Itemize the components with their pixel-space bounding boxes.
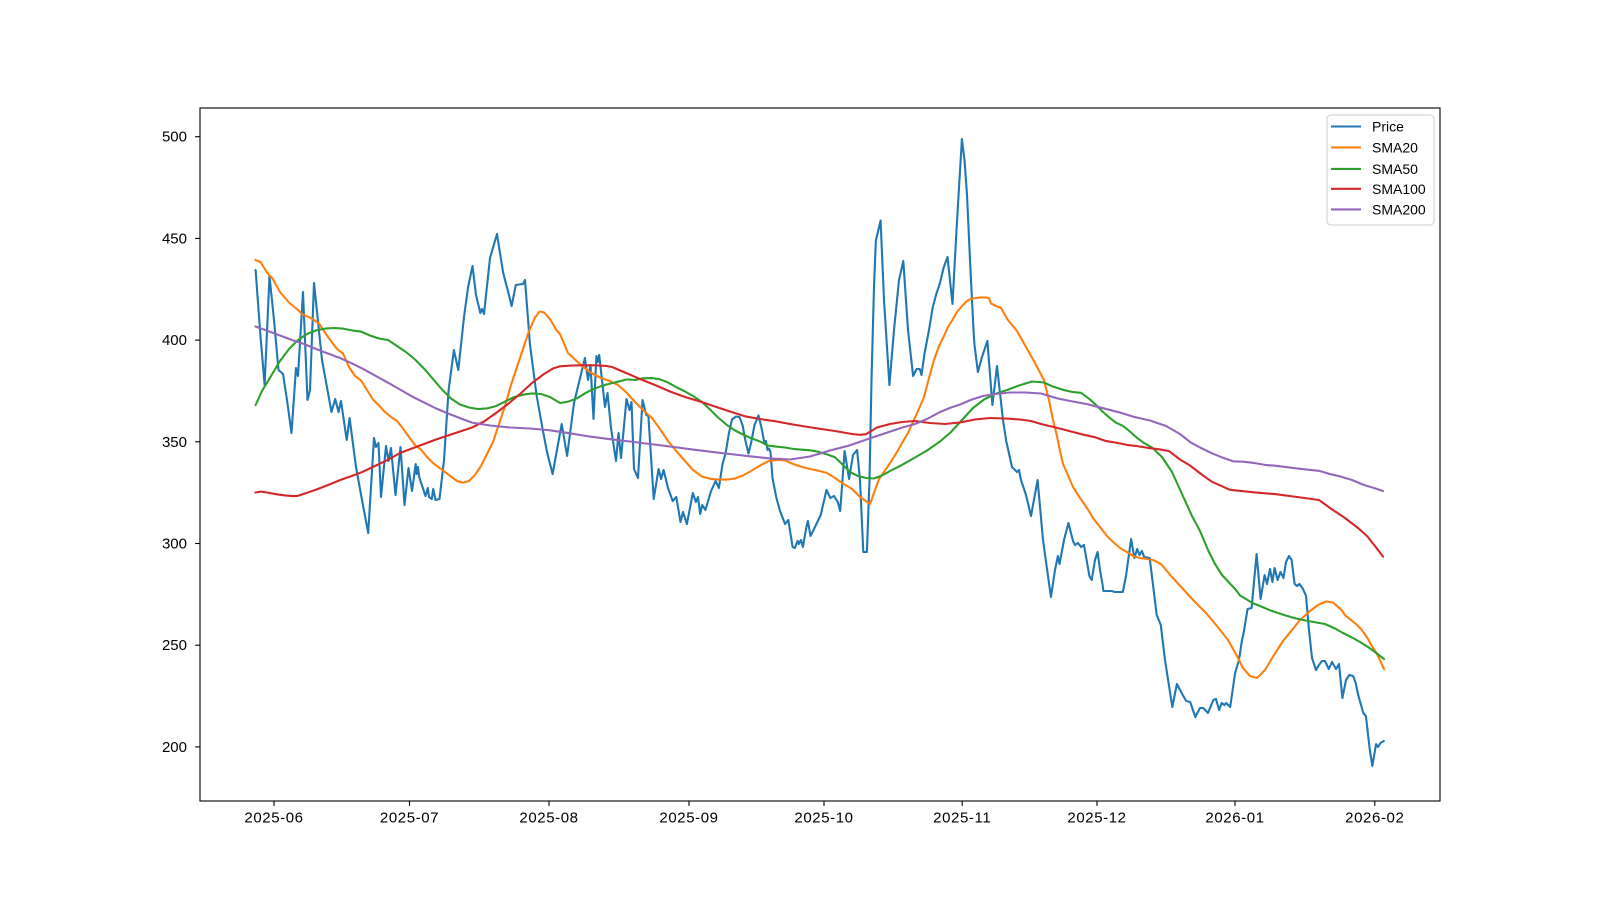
svg-text:SMA100: SMA100 (1372, 181, 1426, 197)
svg-text:2025-10: 2025-10 (794, 810, 853, 827)
svg-text:2026-02: 2026-02 (1345, 810, 1404, 827)
svg-text:SMA20: SMA20 (1372, 139, 1418, 155)
svg-text:200: 200 (162, 739, 187, 756)
svg-text:450: 450 (162, 230, 187, 247)
svg-text:SMA50: SMA50 (1372, 161, 1418, 177)
svg-text:2025-07: 2025-07 (380, 810, 439, 827)
svg-text:2026-01: 2026-01 (1205, 810, 1264, 827)
svg-text:2025-08: 2025-08 (519, 810, 578, 827)
svg-text:250: 250 (162, 637, 187, 654)
svg-text:2025-09: 2025-09 (659, 810, 718, 827)
svg-text:350: 350 (162, 434, 187, 451)
svg-text:2025-11: 2025-11 (933, 810, 991, 827)
svg-text:2025-12: 2025-12 (1067, 810, 1126, 827)
svg-text:300: 300 (162, 536, 187, 553)
svg-text:400: 400 (162, 332, 187, 349)
svg-text:2025-06: 2025-06 (244, 810, 303, 827)
svg-text:Price: Price (1372, 119, 1404, 135)
svg-text:SMA200: SMA200 (1372, 201, 1426, 217)
svg-text:500: 500 (162, 129, 187, 146)
